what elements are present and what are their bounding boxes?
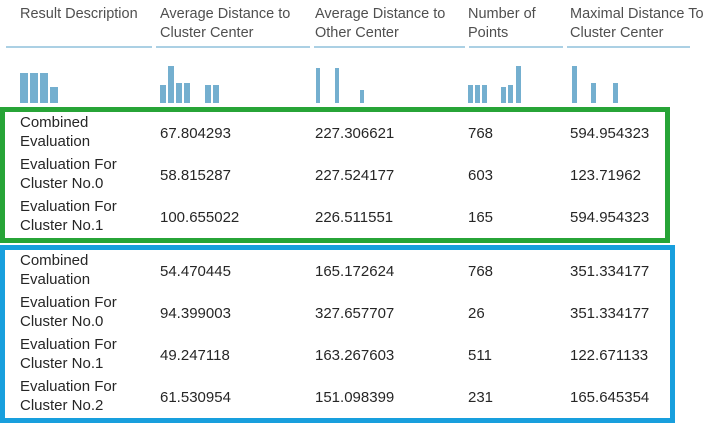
metric-value: 327.657707 bbox=[315, 304, 395, 322]
histogram-bar bbox=[468, 85, 473, 104]
metric-value: 151.098399 bbox=[315, 388, 395, 406]
histogram-bar bbox=[30, 73, 38, 104]
header-underline bbox=[156, 46, 310, 49]
metric-value: 165 bbox=[468, 208, 494, 226]
metric-value: 227.306621 bbox=[315, 124, 395, 142]
metric-value: 58.815287 bbox=[160, 166, 231, 184]
table-header-row: Result Description Average Distance to Cl… bbox=[0, 0, 727, 42]
metric-value: 123.71962 bbox=[570, 166, 641, 184]
metric-value: 768 bbox=[468, 124, 494, 142]
histogram-bar bbox=[160, 85, 166, 104]
result-row: Evaluation For Cluster No.1 49.247118 163.… bbox=[5, 334, 670, 376]
histogram-bar bbox=[591, 83, 596, 104]
histogram-avg-distance-other-center[interactable] bbox=[315, 66, 468, 104]
metric-value: 61.530954 bbox=[160, 388, 231, 406]
column-header: Average Distance to Other Center bbox=[315, 6, 446, 41]
histogram-bar bbox=[482, 85, 487, 104]
metric-value: 768 bbox=[468, 262, 494, 280]
histogram-bar bbox=[205, 85, 211, 104]
metric-value: 594.954323 bbox=[570, 124, 650, 142]
histogram-bar bbox=[508, 85, 513, 104]
metric-value: 231 bbox=[468, 388, 494, 406]
metric-value: 163.267603 bbox=[315, 346, 395, 364]
histogram-avg-distance-cluster-center[interactable] bbox=[160, 66, 315, 104]
metric-value: 100.655022 bbox=[160, 208, 240, 226]
metric-value: 26 bbox=[468, 304, 485, 322]
histogram-bar bbox=[168, 66, 174, 104]
result-row: Evaluation For Cluster No.2 61.530954 151.… bbox=[5, 376, 670, 418]
histogram-bar bbox=[184, 83, 190, 104]
highlight-group-blue: Combined Evaluation 54.470445 165.172624 76… bbox=[0, 245, 675, 423]
metric-value: 603 bbox=[468, 166, 494, 184]
result-row: Evaluation For Cluster No.1 100.655022 226… bbox=[5, 196, 665, 238]
column-header: Number of Points bbox=[468, 6, 536, 41]
histogram-maximal-distance-cluster-center[interactable] bbox=[570, 66, 727, 104]
histogram-bar bbox=[213, 85, 219, 104]
histogram-bar bbox=[572, 66, 577, 104]
metric-value: 351.334177 bbox=[570, 304, 650, 322]
row-label: Evaluation For Cluster No.1 bbox=[20, 198, 117, 235]
histogram-bar bbox=[20, 73, 28, 104]
row-label: Combined Evaluation bbox=[20, 114, 91, 151]
header-underline bbox=[469, 46, 563, 49]
histogram-bar bbox=[316, 68, 320, 104]
histogram-bar bbox=[475, 85, 480, 104]
row-label: Evaluation For Cluster No.1 bbox=[20, 336, 117, 373]
histogram-bar bbox=[501, 87, 506, 104]
row-label: Evaluation For Cluster No.0 bbox=[20, 294, 117, 331]
metric-value: 165.645354 bbox=[570, 388, 650, 406]
metric-value: 351.334177 bbox=[570, 262, 650, 280]
metric-value: 122.671133 bbox=[570, 346, 649, 364]
metric-value: 165.172624 bbox=[315, 262, 395, 280]
histogram-bar bbox=[516, 66, 521, 104]
result-row: Evaluation For Cluster No.0 58.815287 227.… bbox=[5, 154, 665, 196]
column-header: Result Description bbox=[20, 6, 138, 22]
column-header: Average Distance to Cluster Center bbox=[160, 6, 291, 41]
result-row: Evaluation For Cluster No.0 94.399003 327.… bbox=[5, 292, 670, 334]
histogram-bar bbox=[50, 87, 58, 104]
column-header: Maximal Distance To Cluster Center bbox=[570, 6, 704, 41]
metric-value: 54.470445 bbox=[160, 262, 231, 280]
histogram-bar bbox=[360, 90, 364, 104]
row-label: Evaluation For Cluster No.0 bbox=[20, 156, 117, 193]
result-row: Combined Evaluation 54.470445 165.172624 76… bbox=[5, 250, 670, 292]
header-underline bbox=[314, 46, 465, 49]
histogram-number-of-points[interactable] bbox=[468, 66, 570, 104]
header-underline bbox=[567, 46, 690, 49]
histogram-result-description[interactable] bbox=[20, 66, 160, 104]
metric-value: 511 bbox=[468, 346, 492, 364]
result-groups: Combined Evaluation 67.804293 227.306621 76… bbox=[0, 107, 727, 423]
metric-value: 594.954323 bbox=[570, 208, 650, 226]
header-divider bbox=[0, 46, 727, 49]
header-underline bbox=[6, 46, 152, 49]
metric-value: 226.511551 bbox=[315, 208, 394, 226]
result-row: Combined Evaluation 67.804293 227.306621 76… bbox=[5, 112, 665, 154]
histogram-bar bbox=[335, 68, 339, 104]
row-label: Evaluation For Cluster No.2 bbox=[20, 378, 117, 415]
metric-value: 227.524177 bbox=[315, 166, 395, 184]
column-histograms-row bbox=[0, 66, 727, 104]
histogram-bar bbox=[613, 83, 618, 104]
metric-value: 94.399003 bbox=[160, 304, 231, 322]
highlight-group-green: Combined Evaluation 67.804293 227.306621 76… bbox=[0, 107, 670, 244]
metric-value: 49.247118 bbox=[160, 346, 230, 364]
histogram-bar bbox=[176, 83, 182, 104]
histogram-bar bbox=[40, 73, 48, 104]
row-label: Combined Evaluation bbox=[20, 252, 91, 289]
metric-value: 67.804293 bbox=[160, 124, 231, 142]
